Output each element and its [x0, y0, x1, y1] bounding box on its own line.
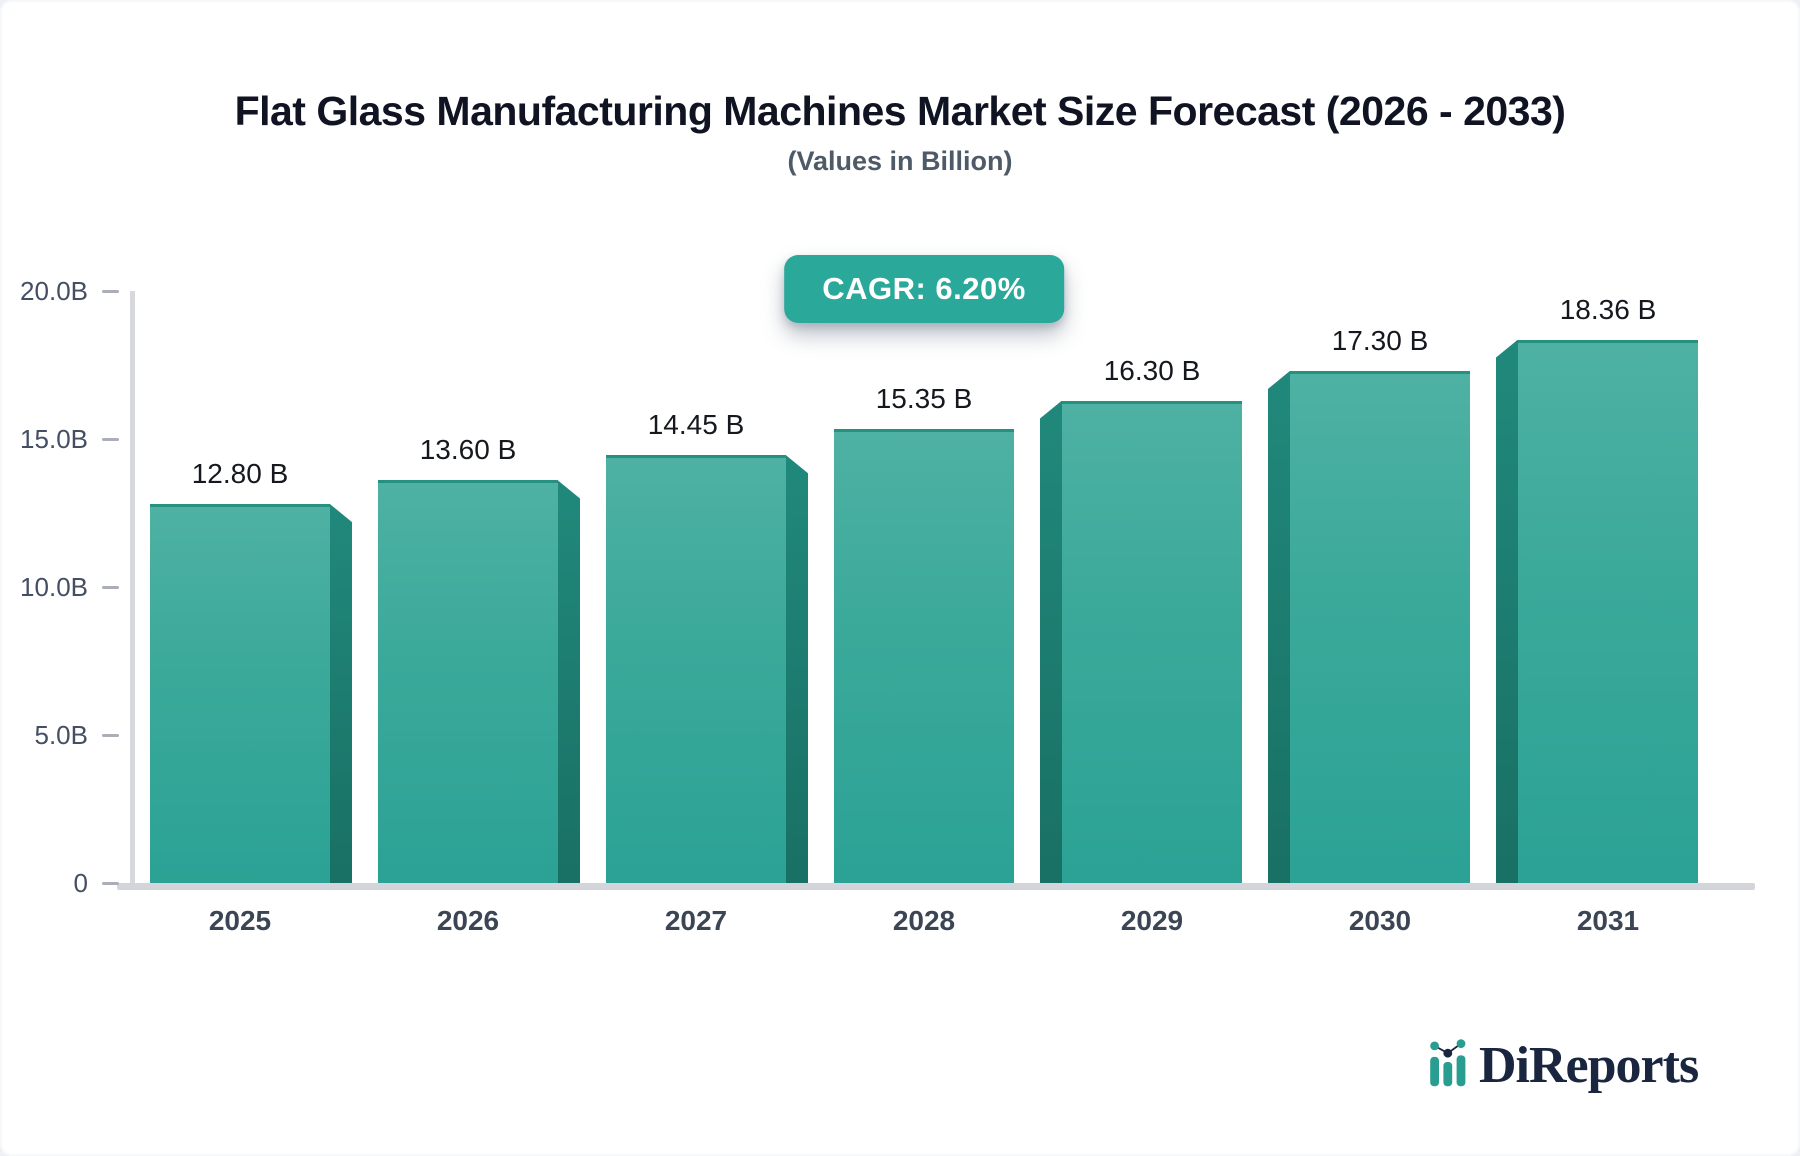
y-tick-dash — [102, 586, 119, 589]
bar-value-label: 12.80 B — [191, 458, 289, 490]
y-axis-line — [130, 291, 135, 885]
bar-front-face — [378, 480, 558, 883]
bar-2026: 13.60 B — [378, 434, 580, 883]
bar-2025: 12.80 B — [150, 458, 352, 883]
bar-3d-side — [1496, 339, 1518, 883]
x-axis-label-2027: 2027 — [664, 905, 728, 936]
brand-logo: DiReports — [1428, 1036, 1699, 1095]
bar-2031: 18.36 B — [1496, 294, 1698, 883]
x-axis-label-2030: 2030 — [1348, 905, 1412, 936]
x-axis-label-2028: 2028 — [892, 905, 956, 936]
x-axis-label-2025: 2025 — [208, 905, 272, 936]
y-tick-dash — [102, 290, 119, 293]
bar-value-label: 18.36 B — [1559, 293, 1657, 325]
mini-bar-line-chart-icon — [1430, 1039, 1466, 1087]
x-axis-label-2031: 2031 — [1576, 905, 1640, 936]
bar-value-label: 17.30 B — [1331, 324, 1429, 356]
cagr-badge: CAGR: 6.20% — [784, 255, 1064, 323]
chart-title: Flat Glass Manufacturing Machines Market… — [234, 88, 1566, 134]
y-tick-dash — [102, 734, 119, 737]
y-tick-dash — [102, 438, 119, 441]
bar-value-label: 15.35 B — [875, 382, 973, 414]
chart-subtitle: (Values in Billion) — [787, 146, 1013, 176]
bar-2029: 16.30 B — [1040, 355, 1242, 883]
bar-front-face — [606, 455, 786, 883]
y-tick-label: 0 — [73, 868, 88, 898]
bar-2028: 15.35 B — [834, 383, 1014, 883]
y-tick-label: 20.0B — [20, 276, 88, 306]
bar-front-face — [150, 504, 330, 883]
bar-3d-side — [1268, 370, 1290, 883]
bar-value-label: 16.30 B — [1103, 354, 1201, 386]
bar-value-label: 13.60 B — [419, 434, 517, 466]
x-axis-label-2026: 2026 — [436, 905, 500, 936]
brand-logo-text: DiReports — [1479, 1037, 1699, 1095]
bar-value-label: 14.45 B — [647, 409, 745, 441]
y-tick-label: 15.0B — [20, 424, 88, 454]
bar-3d-side — [558, 480, 580, 883]
x-axis-label-2029: 2029 — [1120, 905, 1184, 936]
bar-front-face — [834, 428, 1014, 883]
bar-front-face — [1290, 370, 1470, 883]
x-axis-baseline — [117, 883, 1755, 890]
bar-2027: 14.45 B — [606, 409, 808, 883]
y-tick-label: 10.0B — [20, 572, 88, 602]
bar-3d-side — [786, 455, 808, 883]
bar-3d-side — [330, 504, 352, 883]
bar-3d-side — [1040, 400, 1062, 883]
y-tick-dash — [102, 882, 119, 885]
bar-front-face — [1518, 339, 1698, 883]
y-tick-label: 5.0B — [34, 720, 89, 750]
bar-2030: 17.30 B — [1268, 325, 1470, 883]
bar-front-face — [1062, 400, 1242, 883]
